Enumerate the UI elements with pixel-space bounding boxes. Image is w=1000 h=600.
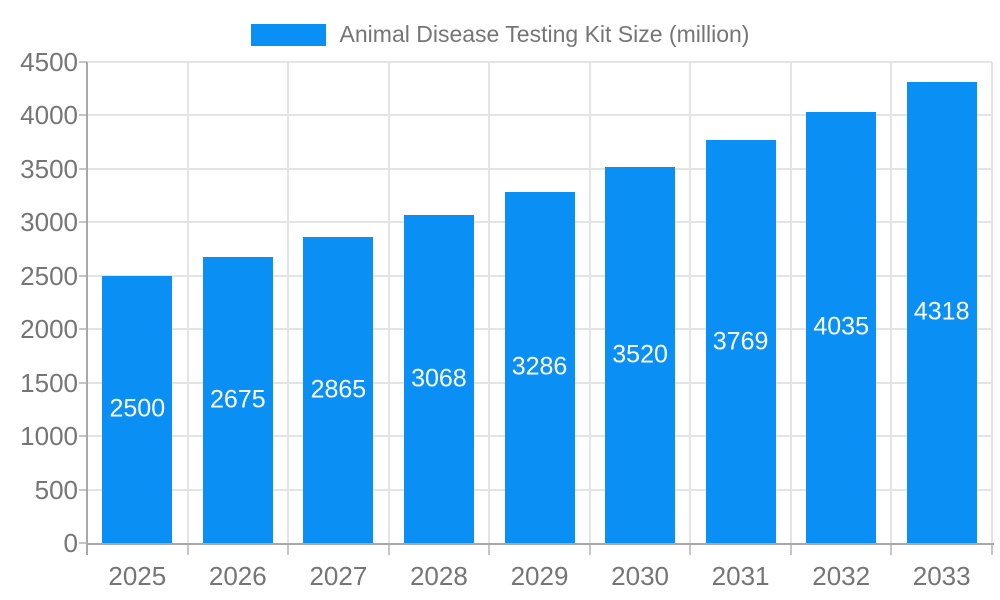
bar-value-label: 2500: [109, 394, 166, 423]
y-axis-tick-label: 4500: [20, 47, 78, 77]
bar-value-label: 3769: [712, 327, 769, 356]
y-axis-tick-label: 3500: [20, 153, 78, 184]
x-axis-tick-label: 2031: [711, 561, 770, 591]
y-axis-tick-label: 1000: [20, 421, 78, 452]
x-axis-tick: [689, 545, 692, 555]
y-axis-tick-label: 4000: [20, 100, 78, 131]
v-gridline: [186, 62, 189, 543]
bar-value-label: 2865: [310, 375, 367, 404]
x-axis-tick: [991, 545, 993, 555]
bar-2026: 2675: [202, 257, 273, 543]
bar-2027: 2865: [303, 236, 374, 543]
x-axis-tick-label: 2025: [108, 561, 167, 591]
h-gridline: [87, 114, 992, 117]
y-axis-tick: [79, 114, 87, 117]
bar-2029: 3286: [504, 191, 575, 543]
bar-2030: 3520: [605, 166, 676, 543]
y-axis-tick-label: 2000: [20, 314, 78, 345]
y-axis-tick: [79, 542, 87, 544]
v-gridline: [387, 62, 390, 543]
bar-2032: 4035: [806, 111, 877, 543]
y-axis-line: [86, 62, 88, 555]
bar-2031: 3769: [705, 140, 776, 543]
x-axis-tick-label: 2032: [812, 561, 871, 591]
bar-value-label: 4318: [913, 297, 970, 326]
legend-swatch: [250, 23, 326, 46]
bar-value-label: 3068: [411, 364, 467, 393]
y-axis-tick: [79, 435, 87, 438]
x-axis-tick: [588, 545, 591, 555]
bar-value-label: 4035: [813, 312, 869, 341]
x-axis-tick-label: 2028: [409, 561, 468, 591]
x-axis-tick: [789, 545, 792, 555]
bar-value-label: 3286: [511, 352, 568, 381]
y-axis-tick: [79, 381, 87, 384]
y-axis-tick: [79, 221, 87, 224]
bar-value-label: 3520: [612, 340, 668, 369]
v-gridline: [588, 62, 591, 543]
v-gridline: [488, 62, 491, 543]
v-gridline: [890, 62, 893, 543]
y-axis-tick: [79, 167, 87, 170]
bar-2028: 3068: [403, 215, 474, 543]
bar-2025: 2500: [102, 275, 173, 543]
v-gridline: [789, 62, 792, 543]
y-axis-tick-label: 500: [34, 474, 78, 505]
y-axis-tick-label: 1500: [20, 367, 78, 398]
y-axis-tick-label: 0: [63, 528, 78, 558]
y-axis-tick: [79, 274, 87, 277]
x-axis-tick-label: 2030: [611, 561, 670, 591]
legend-label: Animal Disease Testing Kit Size (million…: [339, 21, 750, 47]
legend-item[interactable]: Animal Disease Testing Kit Size (million…: [0, 21, 1000, 48]
v-gridline: [287, 62, 290, 543]
y-axis-tick: [79, 488, 87, 491]
bar-value-label: 2675: [209, 385, 266, 414]
x-axis-tick-label: 2026: [208, 561, 267, 591]
x-axis-tick: [186, 545, 189, 555]
plot-area: 2500 2675 2865 3068 3286 3520 3769 4035 4318: [87, 61, 993, 543]
h-gridline: [87, 167, 992, 170]
x-axis-tick-label: 2027: [309, 561, 368, 591]
h-gridline: [87, 61, 992, 63]
x-axis-line: [86, 543, 994, 545]
v-gridline: [689, 62, 692, 543]
v-gridline: [991, 62, 993, 543]
x-axis-tick: [488, 545, 491, 555]
y-axis-tick-label: 2500: [20, 260, 78, 291]
y-axis-tick: [79, 328, 87, 331]
y-axis-tick: [79, 61, 87, 63]
x-axis-tick: [890, 545, 893, 555]
x-axis-tick: [387, 545, 390, 555]
bar-2033: 4318: [906, 81, 977, 543]
x-axis-tick: [287, 545, 290, 555]
x-axis-tick-label: 2029: [510, 561, 569, 591]
y-axis-tick-label: 3000: [20, 207, 78, 238]
x-axis-tick-label: 2033: [912, 561, 971, 591]
